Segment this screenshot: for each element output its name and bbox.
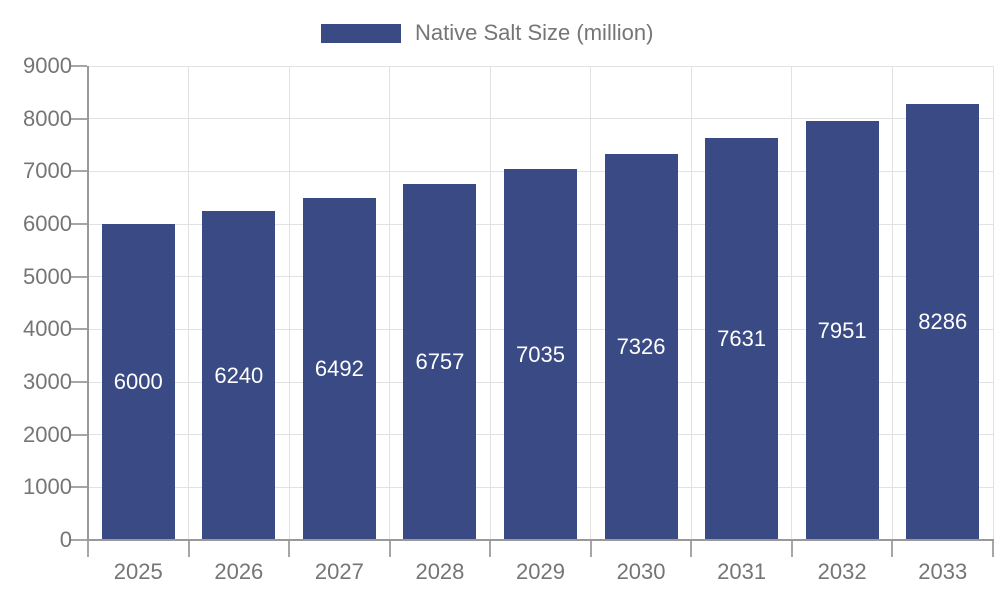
- bar: 7631: [705, 138, 779, 540]
- y-axis-tick: [70, 328, 87, 331]
- bar: 7035: [504, 169, 577, 540]
- x-tick-label: 2027: [314, 559, 364, 584]
- gridline-horizontal: [88, 118, 993, 120]
- x-tick-label: 2026: [214, 559, 264, 584]
- x-axis-tick: [187, 541, 190, 557]
- bar-value-label: 8286: [918, 308, 968, 334]
- gridline-vertical: [590, 66, 592, 540]
- x-axis-tick: [87, 541, 89, 557]
- y-tick-label: 5000: [23, 263, 72, 289]
- x-tick-label: 2028: [415, 559, 465, 584]
- bar: 6240: [202, 211, 276, 540]
- y-tick-label: 6000: [23, 211, 72, 236]
- x-axis-tick: [790, 541, 793, 557]
- x-tick-label: 2029: [516, 559, 565, 584]
- x-axis-tick: [690, 541, 693, 557]
- x-axis-tick: [891, 541, 894, 557]
- legend-label: Native Salt Size (million): [415, 20, 654, 45]
- bar: 6000: [101, 224, 175, 540]
- x-tick-label: 2025: [113, 559, 163, 584]
- bar: 6757: [403, 184, 477, 540]
- y-axis-tick: [70, 170, 87, 173]
- legend[interactable]: Native Salt Size (million): [321, 20, 653, 46]
- y-axis-tick: [70, 275, 87, 278]
- y-axis-tick: [70, 117, 87, 120]
- bar-value-label: 6240: [214, 362, 264, 388]
- y-axis-line: [87, 66, 89, 541]
- gridline-vertical: [489, 66, 491, 540]
- bar: 8286: [906, 103, 980, 540]
- x-axis-line: [87, 539, 994, 541]
- bar-value-label: 7631: [717, 326, 767, 352]
- gridline-vertical: [992, 66, 994, 540]
- x-axis-tick: [288, 541, 291, 557]
- y-tick-label: 0: [59, 527, 72, 552]
- y-axis-tick: [70, 433, 87, 436]
- x-axis-tick: [992, 541, 994, 557]
- bar: 7951: [805, 121, 879, 540]
- x-axis-tick: [589, 541, 592, 557]
- gridline-vertical: [690, 66, 692, 540]
- x-tick-label: 2031: [717, 559, 767, 584]
- x-axis-tick: [489, 541, 492, 557]
- bar-value-label: 7326: [616, 334, 666, 360]
- y-tick-label: 3000: [23, 369, 72, 394]
- y-axis-tick: [70, 65, 87, 67]
- y-tick-label: 1000: [23, 474, 72, 500]
- y-axis-tick: [70, 539, 87, 541]
- bar: 7326: [604, 154, 678, 540]
- y-tick-label: 7000: [23, 158, 72, 184]
- y-axis-tick: [70, 486, 87, 489]
- gridline-vertical: [389, 66, 391, 540]
- x-tick-label: 2030: [616, 559, 666, 584]
- gridline-vertical: [791, 66, 793, 540]
- y-tick-label: 2000: [23, 421, 72, 447]
- y-axis-tick: [70, 381, 87, 383]
- gridline-horizontal: [88, 65, 993, 67]
- x-tick-label: 2033: [918, 559, 968, 584]
- plot-area: 6000 6240 6492 6757 7035 7326 7631 7951 8286: [88, 65, 994, 540]
- bar-value-label: 6000: [113, 369, 163, 394]
- y-tick-label: 9000: [23, 53, 72, 78]
- x-axis-tick: [388, 541, 391, 557]
- bar-value-label: 6492: [314, 356, 364, 382]
- x-tick-label: 2032: [817, 559, 867, 584]
- y-tick-label: 4000: [23, 316, 72, 342]
- legend-swatch: [321, 23, 401, 43]
- gridline-vertical: [288, 66, 290, 540]
- y-axis-tick: [70, 223, 87, 225]
- y-tick-label: 8000: [23, 105, 72, 131]
- bar-value-label: 6757: [415, 349, 465, 375]
- bar: 6492: [302, 198, 376, 540]
- bar-value-label: 7951: [817, 317, 867, 343]
- gridline-vertical: [188, 66, 190, 540]
- bar-value-label: 7035: [516, 341, 565, 367]
- gridline-vertical: [891, 66, 893, 540]
